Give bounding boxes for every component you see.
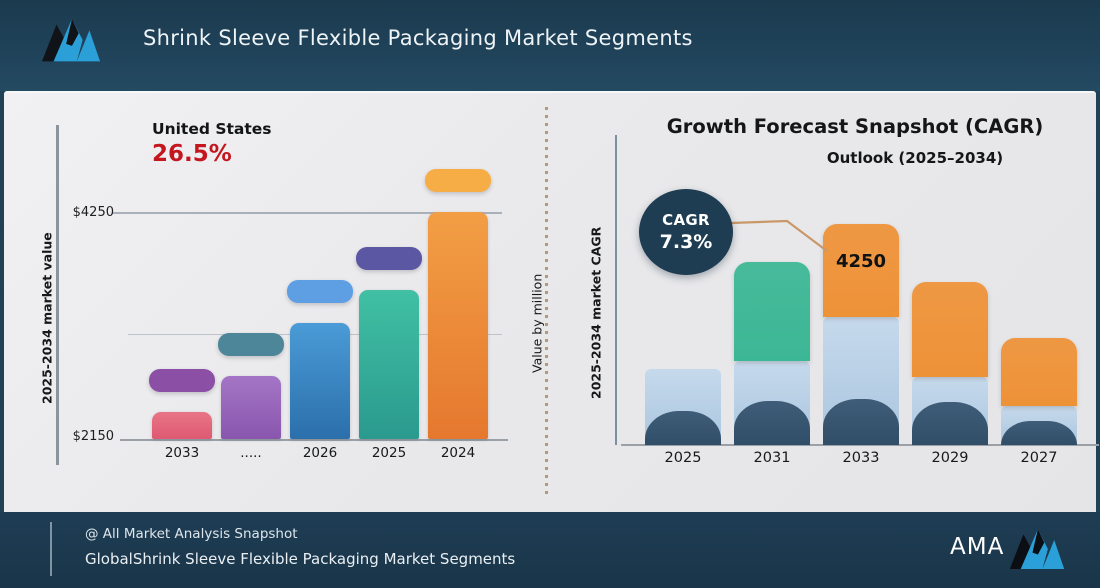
x-tick-label-.....: ..... xyxy=(240,445,262,461)
bar-annotation-4250: 4250 xyxy=(835,251,887,272)
segment-base-2033 xyxy=(823,399,899,445)
right-y-axis-label: 2025-2034 market CAGR xyxy=(588,226,604,400)
y-tick-2150: $2150 xyxy=(72,429,114,444)
left-chart-panel: 2025-2034 market value $4250 $2150 Unite… xyxy=(4,93,545,514)
bar-2026 xyxy=(290,323,350,439)
right-x-labels: 2025 2031 2033 2029 2027 xyxy=(645,450,1077,466)
footer-divider-line xyxy=(50,522,52,576)
bar-2024 xyxy=(428,212,488,439)
stacked-bar-slot-2031 xyxy=(734,135,810,445)
segment-base-2031 xyxy=(734,401,810,445)
left-x-axis-line xyxy=(120,439,508,441)
cagr-badge-value: 7.3% xyxy=(659,231,713,253)
bar-slot-..... xyxy=(218,139,284,439)
x-tick-label-2029: 2029 xyxy=(931,450,969,466)
bar-pill-2025 xyxy=(356,247,422,270)
left-bars-group xyxy=(149,139,491,439)
segment-top-2033 xyxy=(823,224,899,317)
bar-pill-2026 xyxy=(287,280,353,303)
bar-2033 xyxy=(152,412,212,439)
cagr-badge-label: CAGR xyxy=(662,211,710,229)
footer: @ All Market Analysis Snapshot GlobalShr… xyxy=(0,512,1100,588)
right-chart-subtitle: Outlook (2025–2034) xyxy=(826,149,1004,167)
header: Shrink Sleeve Flexible Packaging Market … xyxy=(0,0,1100,91)
stacked-bar-slot-2025 xyxy=(645,135,721,445)
panel-divider xyxy=(545,107,548,499)
x-tick-label-2024: 2024 xyxy=(440,445,476,461)
bar-slot-2033 xyxy=(149,139,215,439)
x-tick-label-2033: 2033 xyxy=(164,445,200,461)
bar-slot-2024 xyxy=(425,139,491,439)
right-x-axis-line xyxy=(621,444,1099,446)
left-y-axis-line xyxy=(56,125,59,465)
bar-2025 xyxy=(359,290,419,439)
x-tick-label-2027: 2027 xyxy=(1020,450,1058,466)
stacked-bar-slot-2027 xyxy=(1001,135,1077,445)
bar-pill-2033 xyxy=(149,369,215,392)
segment-top-2029 xyxy=(912,282,988,377)
segment-top-2027 xyxy=(1001,338,1077,406)
x-tick-label-2025: 2025 xyxy=(371,445,407,461)
left-chart-title: United States xyxy=(152,120,272,138)
cagr-badge: CAGR 7.3% xyxy=(639,189,733,275)
segment-base-2025 xyxy=(645,411,721,445)
y-tick-4250: $4250 xyxy=(72,205,114,220)
left-y-axis-label: 2025-2034 market value xyxy=(39,232,55,404)
segment-top-2031 xyxy=(734,262,810,361)
right-bars-group: 4250 xyxy=(645,135,1077,445)
footer-line1: @ All Market Analysis Snapshot xyxy=(85,526,298,542)
footer-ama-logo-icon xyxy=(1009,529,1065,569)
right-y-axis-line xyxy=(615,135,617,445)
x-tick-label-2026: 2026 xyxy=(302,445,338,461)
stacked-bar-slot-2029 xyxy=(912,135,988,445)
right-chart-panel: 2025-2034 market CAGR Growth Forecast Sn… xyxy=(555,93,1099,514)
x-tick-label-2031: 2031 xyxy=(753,450,791,466)
page-title: Shrink Sleeve Flexible Packaging Market … xyxy=(143,26,693,50)
bar-..... xyxy=(221,376,281,439)
segment-base-2027 xyxy=(1001,421,1077,445)
bar-slot-2025 xyxy=(356,139,422,439)
left-x-labels: 2033..... 2026 2025 2024 xyxy=(152,445,488,461)
footer-brand-text: AMA xyxy=(950,534,1005,560)
content-area: 2025-2034 market value $4250 $2150 Unite… xyxy=(4,91,1099,514)
left-chart-highlight: 26.5% xyxy=(152,141,232,167)
bar-pill-..... xyxy=(218,333,284,356)
segment-base-2029 xyxy=(912,402,988,445)
footer-line2: GlobalShrink Sleeve Flexible Packaging M… xyxy=(85,550,516,568)
ama-logo-icon xyxy=(41,18,101,62)
right-chart-title: Growth Forecast Snapshot (CAGR) xyxy=(666,115,1044,138)
bar-slot-2026 xyxy=(287,139,353,439)
stacked-bar-slot-2033: 4250 xyxy=(823,135,899,445)
x-tick-label-2025: 2025 xyxy=(664,450,702,466)
gridline-4250 xyxy=(112,212,502,214)
x-tick-label-2033: 2033 xyxy=(842,450,880,466)
bar-pill-2024 xyxy=(425,169,491,192)
